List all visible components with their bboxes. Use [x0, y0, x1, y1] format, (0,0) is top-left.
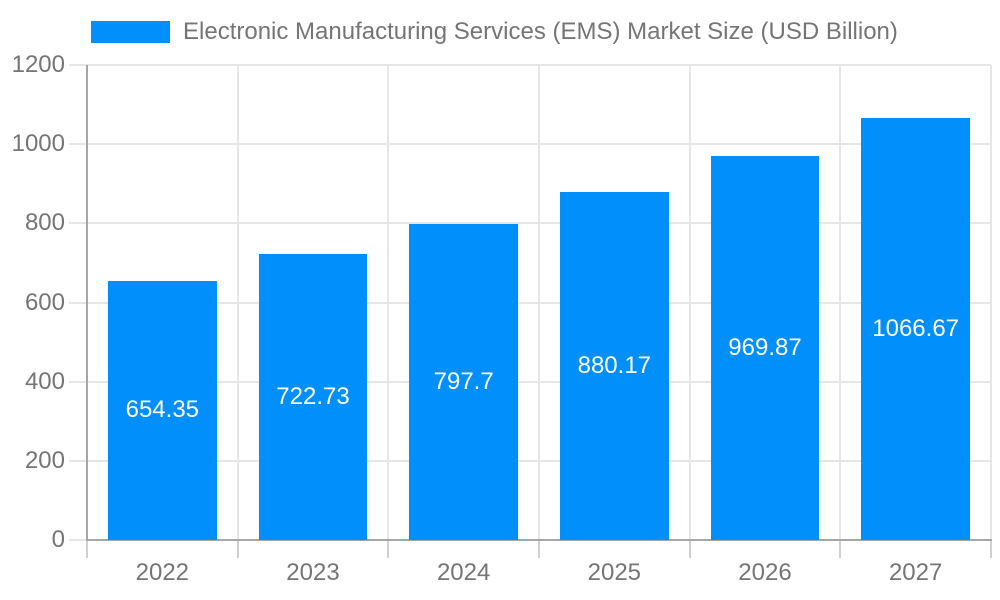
bar-value-label: 969.87 [728, 334, 802, 362]
y-axis-tick-label: 200 [24, 446, 65, 474]
y-axis-tick [69, 459, 87, 462]
y-axis-tick [69, 64, 87, 66]
y-axis-tick [69, 380, 87, 383]
x-gridline [387, 65, 390, 540]
y-axis-tick [69, 222, 87, 225]
x-axis-category-label: 2027 [888, 559, 943, 586]
x-axis-category-label: 2022 [135, 559, 190, 586]
legend-color-swatch [91, 21, 170, 43]
legend-item-ems-series[interactable]: Electronic Manufacturing Services (EMS) … [91, 20, 898, 44]
y-axis-tick [69, 143, 87, 146]
bar-value-label: 1066.67 [872, 314, 960, 342]
y-axis-tick [69, 301, 87, 304]
bar-value-label: 654.35 [125, 396, 200, 424]
x-gridline [236, 65, 239, 540]
x-axis-line [86, 539, 992, 541]
x-axis-tick [538, 541, 540, 558]
y-axis-tick-label: 0 [51, 526, 65, 553]
x-axis-tick [86, 541, 88, 558]
bar-value-label: 880.17 [577, 351, 652, 379]
y-axis-tick-label: 1000 [11, 130, 65, 158]
bar-2025[interactable]: 880.17 [560, 191, 669, 540]
bar-value-label: 797.7 [433, 368, 494, 396]
y-axis-tick [69, 539, 87, 541]
x-gridline [688, 65, 691, 540]
bar-value-label: 722.73 [276, 382, 350, 410]
x-axis-category-label: 2026 [738, 559, 792, 586]
x-gridline [839, 65, 842, 540]
x-axis-category-label: 2024 [436, 559, 491, 586]
y-axis-tick-label: 600 [24, 288, 65, 316]
bar-2023[interactable]: 722.73 [258, 253, 368, 540]
bar-2027[interactable]: 1066.67 [861, 117, 970, 540]
x-axis-category-label: 2025 [587, 559, 642, 586]
y-axis-tick-label: 800 [24, 209, 65, 237]
bar-2022[interactable]: 654.35 [108, 280, 217, 540]
x-axis-tick [990, 541, 992, 558]
x-axis-tick [688, 541, 691, 558]
x-gridline [538, 65, 540, 540]
y-axis-tick-label: 400 [24, 367, 65, 395]
chart-legend: Electronic Manufacturing Services (EMS) … [91, 20, 898, 44]
y-axis-tick-label: 1200 [11, 51, 65, 78]
x-axis-tick [236, 541, 239, 558]
x-gridline [990, 65, 992, 540]
bar-2026[interactable]: 969.87 [710, 156, 820, 540]
x-axis-category-label: 2023 [286, 559, 340, 586]
y-axis-line [86, 65, 88, 541]
bar-2024[interactable]: 797.7 [409, 224, 518, 540]
x-axis-tick [387, 541, 390, 558]
x-axis-tick [839, 541, 842, 558]
legend-series-label: Electronic Manufacturing Services (EMS) … [183, 18, 898, 45]
